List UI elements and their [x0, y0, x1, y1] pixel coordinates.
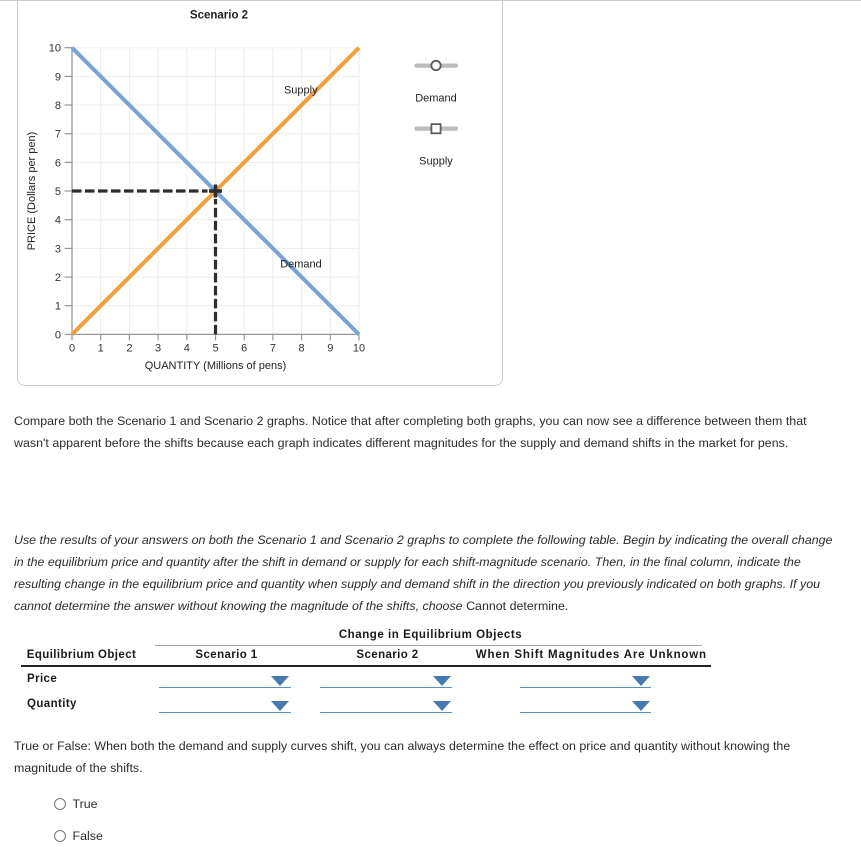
svg-text:5: 5 [212, 342, 218, 354]
svg-text:4: 4 [55, 215, 61, 227]
svg-text:6: 6 [55, 157, 61, 169]
svg-text:2: 2 [55, 272, 61, 284]
svg-text:10: 10 [49, 43, 61, 55]
svg-text:Scenario 2: Scenario 2 [190, 10, 248, 22]
svg-text:Demand: Demand [415, 92, 457, 104]
svg-text:9: 9 [55, 71, 61, 83]
svg-text:3: 3 [55, 243, 61, 255]
svg-text:8: 8 [299, 342, 305, 354]
svg-text:3: 3 [155, 342, 161, 354]
svg-text:7: 7 [270, 342, 276, 354]
svg-text:Supply: Supply [284, 84, 318, 96]
svg-text:8: 8 [55, 100, 61, 112]
svg-text:1: 1 [55, 301, 61, 313]
svg-text:0: 0 [69, 342, 75, 354]
svg-text:4: 4 [184, 342, 190, 354]
svg-text:1: 1 [98, 342, 104, 354]
svg-text:6: 6 [241, 342, 247, 354]
svg-text:10: 10 [353, 342, 365, 354]
svg-text:5: 5 [55, 186, 61, 198]
svg-text:Demand: Demand [280, 258, 322, 270]
svg-text:9: 9 [327, 342, 333, 354]
svg-text:0: 0 [55, 329, 61, 341]
svg-text:2: 2 [126, 342, 132, 354]
svg-text:PRICE (Dollars per pen): PRICE (Dollars per pen) [26, 132, 38, 251]
svg-text:Supply: Supply [419, 156, 453, 168]
svg-text:7: 7 [55, 129, 61, 141]
svg-text:QUANTITY (Millions of pens): QUANTITY (Millions of pens) [145, 360, 287, 372]
